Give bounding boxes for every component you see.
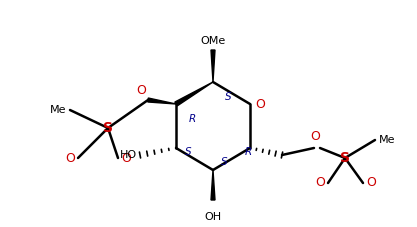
- Text: S: S: [185, 147, 191, 157]
- Text: S: S: [225, 92, 231, 102]
- Text: HO: HO: [120, 150, 137, 160]
- Polygon shape: [148, 98, 176, 104]
- Text: O: O: [255, 98, 265, 111]
- Polygon shape: [175, 82, 213, 106]
- Text: R: R: [188, 114, 196, 124]
- Text: O: O: [65, 151, 75, 165]
- Polygon shape: [211, 170, 215, 200]
- Text: Me: Me: [50, 105, 66, 115]
- Text: OMe: OMe: [201, 36, 226, 46]
- Text: O: O: [366, 177, 376, 190]
- Text: S: S: [340, 151, 350, 165]
- Text: O: O: [121, 151, 131, 165]
- Text: Me: Me: [379, 135, 395, 145]
- Text: S: S: [221, 157, 227, 167]
- Text: O: O: [136, 84, 146, 97]
- Text: O: O: [310, 130, 320, 143]
- Text: S: S: [103, 121, 113, 135]
- Text: OH: OH: [204, 212, 221, 222]
- Text: O: O: [315, 177, 325, 190]
- Polygon shape: [211, 50, 215, 82]
- Text: R: R: [244, 147, 251, 157]
